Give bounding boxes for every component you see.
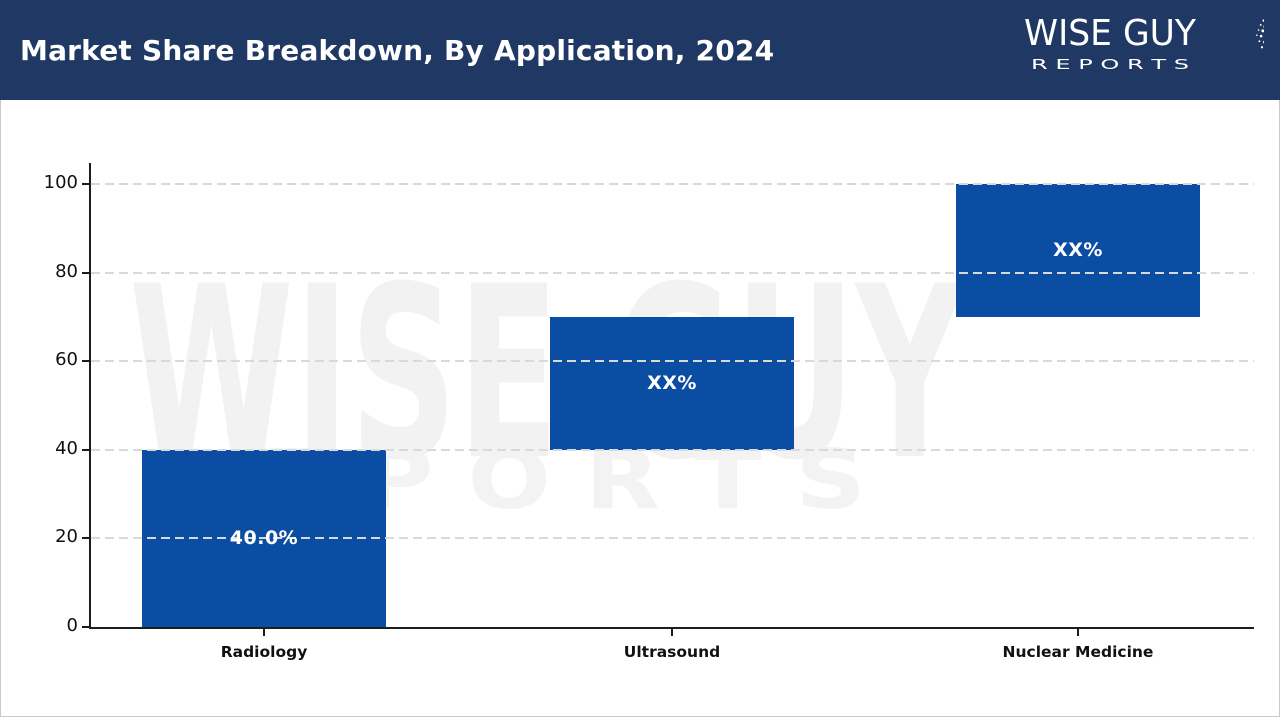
y-tick bbox=[82, 360, 91, 363]
y-tick-label: 20 bbox=[55, 526, 78, 548]
wiseguy-logo: WISE GUY R E P O R T S bbox=[1024, 7, 1264, 93]
gridline-y40 bbox=[91, 448, 1254, 451]
y-tick bbox=[82, 626, 91, 628]
bar-value-label: XX% bbox=[1053, 239, 1103, 262]
y-tick bbox=[82, 271, 91, 274]
bar-nuclear-medicine bbox=[956, 184, 1200, 317]
y-axis-line bbox=[89, 163, 91, 629]
gridline-y60 bbox=[91, 360, 1254, 363]
y-tick-label: 100 bbox=[43, 172, 78, 193]
y-tick-label: 80 bbox=[55, 260, 78, 282]
header: Market Share Breakdown, By Application, … bbox=[0, 0, 1280, 100]
x-tick bbox=[671, 629, 673, 636]
x-tick-label: Nuclear Medicine bbox=[1002, 643, 1154, 661]
gridline-y20 bbox=[91, 537, 1254, 540]
x-tick-label: Radiology bbox=[220, 643, 308, 661]
y-tick bbox=[82, 448, 91, 451]
x-tick bbox=[263, 629, 265, 636]
gridline-y80 bbox=[91, 271, 1254, 274]
y-tick-label: 60 bbox=[55, 349, 78, 371]
bar-ultrasound bbox=[550, 316, 794, 450]
logo-wordmark: WISE GUY bbox=[1024, 13, 1197, 54]
logo-head-icon bbox=[1256, 16, 1264, 66]
bar-chart: 40.0% XX% XX% 0 20 40 60 80 100 Radiology Ultrasou… bbox=[1, 100, 1279, 716]
logo-subtext: R E P O R T S bbox=[1031, 57, 1189, 73]
chart-card: WISE GUY R E P O R T S 40.0% XX% XX% 0 20 40 6… bbox=[0, 100, 1280, 717]
page-title: Market Share Breakdown, By Application, … bbox=[20, 33, 775, 67]
x-tick-label: Ultrasound bbox=[623, 643, 721, 661]
x-axis-line bbox=[89, 627, 1254, 629]
y-tick bbox=[82, 537, 91, 540]
bar-value-label: 40.0% bbox=[229, 527, 299, 550]
x-tick bbox=[1077, 629, 1079, 636]
gridline-y100 bbox=[91, 183, 1254, 185]
y-tick-label: 0 bbox=[66, 615, 78, 636]
bar-value-label: XX% bbox=[647, 372, 697, 395]
y-tick-label: 40 bbox=[55, 437, 78, 459]
y-tick bbox=[82, 183, 91, 185]
